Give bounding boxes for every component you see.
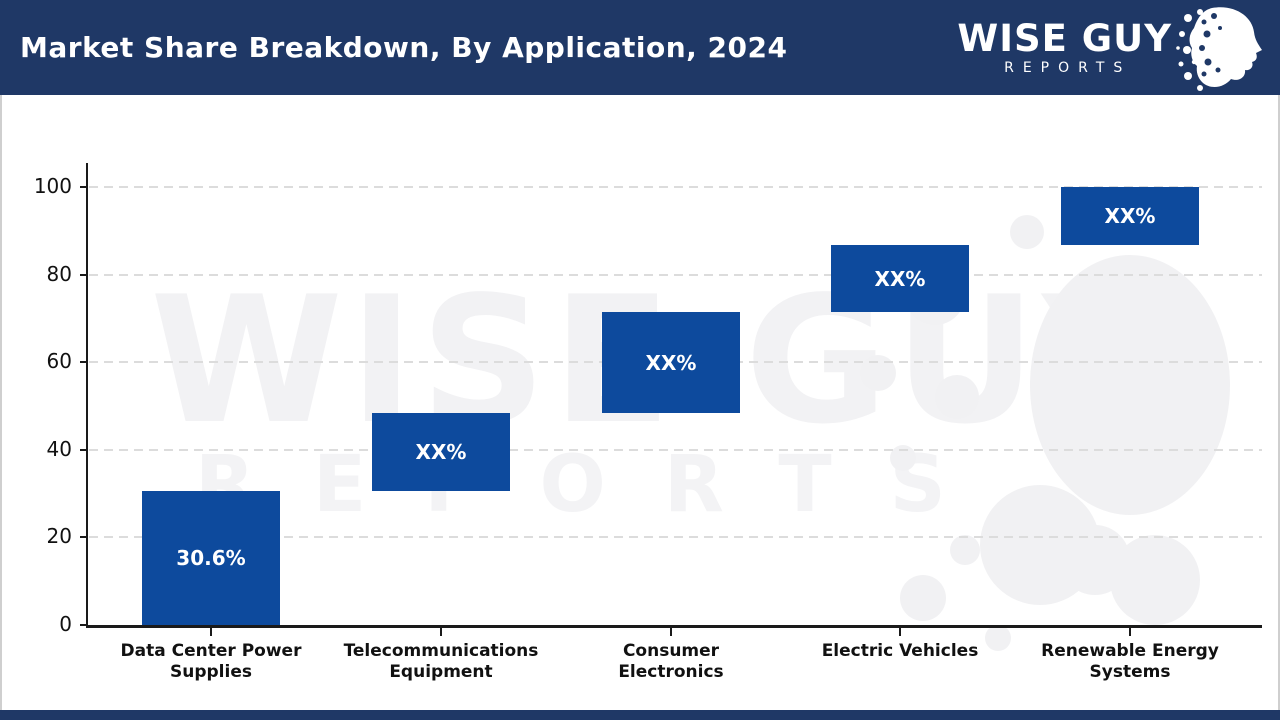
y-tick-label: 60 bbox=[46, 349, 72, 374]
bar: XX% bbox=[372, 413, 510, 491]
gridline bbox=[89, 273, 1262, 276]
y-tick-label: 100 bbox=[33, 174, 72, 198]
logo-wordmark: WISE GUY bbox=[957, 17, 1172, 60]
y-axis-tick bbox=[80, 624, 88, 626]
x-axis-tick bbox=[1129, 628, 1131, 636]
gridline bbox=[89, 448, 1262, 451]
y-tick-label: 80 bbox=[46, 261, 72, 286]
y-axis-tick bbox=[80, 361, 88, 364]
wise-guy-reports-logo: WISE GUY REPORTS bbox=[957, 4, 1280, 92]
x-axis-tick bbox=[440, 628, 442, 636]
page-title: Market Share Breakdown, By Application, … bbox=[20, 31, 788, 64]
gridline bbox=[89, 186, 1262, 188]
category-label: Data Center Power Supplies bbox=[120, 641, 302, 683]
bar-value-label: XX% bbox=[1104, 203, 1156, 228]
y-axis-tick bbox=[80, 448, 88, 451]
bar: XX% bbox=[1061, 187, 1199, 245]
x-axis-tick bbox=[899, 628, 901, 636]
bar: XX% bbox=[831, 244, 969, 313]
bar: XX% bbox=[602, 312, 740, 413]
category-label: Telecommunications Equipment bbox=[343, 641, 539, 683]
y-axis-line bbox=[86, 163, 88, 628]
x-axis-line bbox=[86, 625, 1262, 628]
gridline bbox=[89, 536, 1262, 539]
header-bar: Market Share Breakdown, By Application, … bbox=[0, 0, 1280, 95]
x-axis-tick bbox=[670, 628, 672, 636]
footer-bar bbox=[0, 710, 1280, 720]
y-tick-label: 0 bbox=[59, 612, 72, 636]
category-label: Electric Vehicles bbox=[821, 641, 979, 661]
bar-value-label: XX% bbox=[874, 266, 926, 291]
y-axis-tick bbox=[80, 536, 88, 539]
category-label: Renewable Energy Systems bbox=[1041, 641, 1219, 683]
y-axis-tick bbox=[80, 273, 88, 276]
head-profile-icon bbox=[1176, 6, 1262, 91]
bar-value-label: XX% bbox=[415, 439, 467, 464]
y-axis-tick bbox=[80, 186, 88, 188]
bar: 30.6% bbox=[142, 490, 280, 625]
y-tick-label: 40 bbox=[46, 436, 72, 461]
y-tick-label: 20 bbox=[46, 524, 72, 549]
logo-subtitle: REPORTS bbox=[1004, 60, 1132, 76]
bar-value-label: XX% bbox=[645, 350, 697, 375]
bar-value-label: 30.6% bbox=[176, 545, 246, 570]
x-axis-tick bbox=[210, 628, 212, 636]
category-label: Consumer Electronics bbox=[618, 641, 724, 683]
